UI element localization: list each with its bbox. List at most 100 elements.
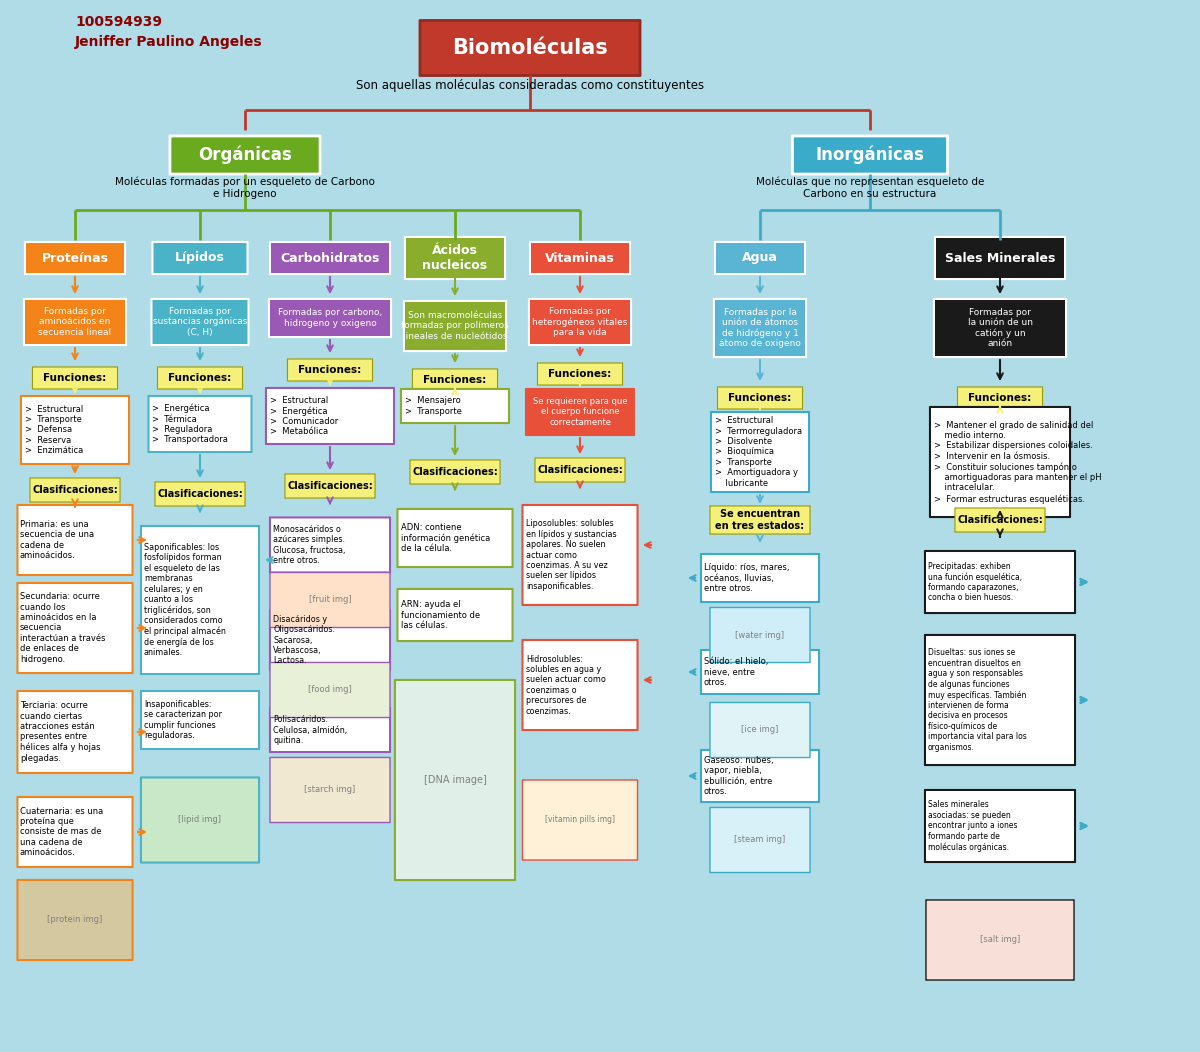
FancyBboxPatch shape: [395, 680, 515, 881]
Text: Terciaria: ocurre
cuando ciertas
atracciones están
presentes entre
hélices alfa : Terciaria: ocurre cuando ciertas atracci…: [20, 702, 101, 763]
Text: Monosacáridos o
azúcares simples.
Glucosa, fructosa,
entre otros.: Monosacáridos o azúcares simples. Glucos…: [274, 525, 346, 565]
Text: >  Mensajero
>  Transporte: > Mensajero > Transporte: [406, 397, 462, 416]
FancyBboxPatch shape: [32, 367, 118, 389]
FancyBboxPatch shape: [20, 396, 130, 464]
FancyBboxPatch shape: [24, 299, 126, 345]
Text: Insaponificables:
se caracterizan por
cumplir funciones
reguladoras.: Insaponificables: se caracterizan por cu…: [144, 700, 222, 741]
Text: Clasificaciones:: Clasificaciones:: [958, 515, 1043, 525]
Text: Formadas por la
unión de átomos
de hidrógeno y 1
átomo de oxigeno: Formadas por la unión de átomos de hidró…: [719, 307, 800, 348]
FancyBboxPatch shape: [155, 482, 245, 506]
FancyBboxPatch shape: [955, 508, 1045, 532]
FancyBboxPatch shape: [404, 301, 506, 351]
Text: >  Estructural
>  Energética
>  Comunicador
>  Metabólica: > Estructural > Energética > Comunicador…: [270, 396, 338, 437]
FancyBboxPatch shape: [151, 299, 248, 345]
Text: Agua: Agua: [742, 251, 778, 264]
FancyBboxPatch shape: [18, 691, 132, 773]
FancyBboxPatch shape: [930, 407, 1070, 517]
FancyBboxPatch shape: [535, 458, 625, 482]
FancyBboxPatch shape: [925, 790, 1075, 862]
Text: [salt img]: [salt img]: [980, 935, 1020, 945]
Text: >  Energética
>  Térmica
>  Reguladora
>  Transportadora: > Energética > Térmica > Reguladora > Tr…: [152, 404, 228, 444]
FancyBboxPatch shape: [270, 757, 390, 823]
Text: Jeniffer Paulino Angeles: Jeniffer Paulino Angeles: [74, 35, 263, 49]
Text: Se encuentran
en tres estados:: Se encuentran en tres estados:: [715, 509, 804, 531]
FancyBboxPatch shape: [270, 663, 390, 717]
Text: Formadas por carbono,
hidrogeno y oxigeno: Formadas por carbono, hidrogeno y oxigen…: [278, 308, 382, 328]
FancyBboxPatch shape: [270, 610, 390, 670]
FancyBboxPatch shape: [925, 551, 1075, 613]
FancyBboxPatch shape: [935, 237, 1066, 279]
Text: >  Estructural
>  Termorreguladora
>  Disolvente
>  Bioquímica
>  Transporte
>  : > Estructural > Termorreguladora > Disol…: [715, 417, 802, 488]
FancyBboxPatch shape: [530, 242, 630, 274]
FancyBboxPatch shape: [397, 589, 512, 641]
Text: Funciones:: Funciones:: [424, 375, 487, 385]
FancyBboxPatch shape: [701, 750, 820, 802]
FancyBboxPatch shape: [926, 899, 1074, 980]
FancyBboxPatch shape: [538, 363, 623, 385]
Text: Orgánicas: Orgánicas: [198, 146, 292, 164]
Text: Formadas por
aminoácidos en
secuencia lineal: Formadas por aminoácidos en secuencia li…: [38, 307, 112, 337]
Text: ARN: ayuda el
funcionamiento de
las células.: ARN: ayuda el funcionamiento de las célu…: [401, 600, 480, 630]
FancyBboxPatch shape: [958, 387, 1043, 409]
FancyBboxPatch shape: [526, 389, 634, 436]
Text: Biomoléculas: Biomoléculas: [452, 38, 608, 58]
FancyBboxPatch shape: [18, 505, 132, 575]
Text: Disacáridos y
Oligosacáridos.
Sacarosa,
Verbascosa,
Lactosa.: Disacáridos y Oligosacáridos. Sacarosa, …: [274, 614, 335, 665]
FancyBboxPatch shape: [266, 388, 394, 444]
Text: [starch img]: [starch img]: [305, 786, 355, 794]
Text: Funciones:: Funciones:: [43, 373, 107, 383]
Text: Formadas por
sustancias orgánicas
(C, H): Formadas por sustancias orgánicas (C, H): [152, 307, 247, 337]
Text: Gaseoso: nubes,
vapor, niebla,
ebullición, entre
otros.: Gaseoso: nubes, vapor, niebla, ebullició…: [704, 756, 774, 796]
Text: Formadas por
heterogéneos vitales
para la vida: Formadas por heterogéneos vitales para l…: [533, 307, 628, 338]
Text: [lipid img]: [lipid img]: [179, 815, 222, 825]
Text: Sales Minerales: Sales Minerales: [944, 251, 1055, 264]
FancyBboxPatch shape: [284, 474, 376, 498]
FancyBboxPatch shape: [522, 780, 637, 861]
FancyBboxPatch shape: [270, 518, 390, 572]
Text: Funciones:: Funciones:: [728, 393, 792, 403]
Text: Liposolubles: solubles
en lípidos y sustancias
apolares. No suelen
actuar como
c: Liposolubles: solubles en lípidos y sust…: [526, 520, 617, 591]
FancyBboxPatch shape: [25, 242, 125, 274]
Text: Se requieren para que
el cuerpo funcione
correctamente: Se requieren para que el cuerpo funcione…: [533, 397, 628, 427]
Text: Sales minerales
asociadas: se pueden
encontrar junto a iones
formando parte de
m: Sales minerales asociadas: se pueden enc…: [928, 801, 1018, 852]
FancyBboxPatch shape: [934, 299, 1066, 357]
FancyBboxPatch shape: [522, 505, 637, 605]
Text: Proteínas: Proteínas: [42, 251, 108, 264]
FancyBboxPatch shape: [714, 299, 806, 357]
Text: Clasificaciones:: Clasificaciones:: [157, 489, 242, 499]
FancyBboxPatch shape: [701, 650, 820, 694]
FancyBboxPatch shape: [710, 808, 810, 872]
FancyBboxPatch shape: [529, 299, 631, 345]
Text: Líquido: ríos, mares,
océanos, lluvias,
entre otros.: Líquido: ríos, mares, océanos, lluvias, …: [704, 563, 790, 593]
FancyBboxPatch shape: [140, 777, 259, 863]
FancyBboxPatch shape: [270, 708, 390, 752]
Text: Lípidos: Lípidos: [175, 251, 224, 264]
FancyBboxPatch shape: [710, 412, 809, 492]
FancyBboxPatch shape: [710, 703, 810, 757]
FancyBboxPatch shape: [718, 387, 803, 409]
Text: Hidrosolubles:
solubles en agua y
suelen actuar como
coenzimas o
precursores de
: Hidrosolubles: solubles en agua y suelen…: [526, 654, 606, 715]
Text: Son macromoléculas
formadas por polímeros
lineales de nucleótidos: Son macromoléculas formadas por polímero…: [401, 311, 509, 341]
FancyBboxPatch shape: [522, 640, 637, 730]
Text: [water img]: [water img]: [736, 630, 785, 640]
FancyBboxPatch shape: [140, 691, 259, 749]
Text: >  Mantener el grado de salinidad del
    medio interno.
>  Estabilizar dispersi: > Mantener el grado de salinidad del med…: [934, 421, 1102, 504]
Text: Ácidos
nucleicos: Ácidos nucleicos: [422, 244, 487, 272]
Text: Clasificaciones:: Clasificaciones:: [287, 481, 373, 491]
Text: Formadas por
la unión de un
catión y un
anión: Formadas por la unión de un catión y un …: [967, 307, 1032, 348]
FancyBboxPatch shape: [420, 20, 640, 76]
FancyBboxPatch shape: [30, 478, 120, 502]
FancyBboxPatch shape: [792, 136, 948, 174]
FancyBboxPatch shape: [288, 359, 372, 381]
FancyBboxPatch shape: [152, 242, 247, 274]
Text: Clasificaciones:: Clasificaciones:: [538, 465, 623, 476]
Text: Clasificaciones:: Clasificaciones:: [32, 485, 118, 495]
Text: [steam img]: [steam img]: [734, 835, 786, 845]
Text: Polisacáridos.
Celulosa, almidón,
quitina.: Polisacáridos. Celulosa, almidón, quitin…: [274, 715, 347, 745]
Text: [fruit img]: [fruit img]: [308, 595, 352, 605]
Text: Inorgánicas: Inorgánicas: [816, 146, 924, 164]
FancyBboxPatch shape: [404, 237, 505, 279]
Text: Funciones:: Funciones:: [168, 373, 232, 383]
FancyBboxPatch shape: [170, 136, 320, 174]
Text: [DNA image]: [DNA image]: [424, 775, 486, 785]
